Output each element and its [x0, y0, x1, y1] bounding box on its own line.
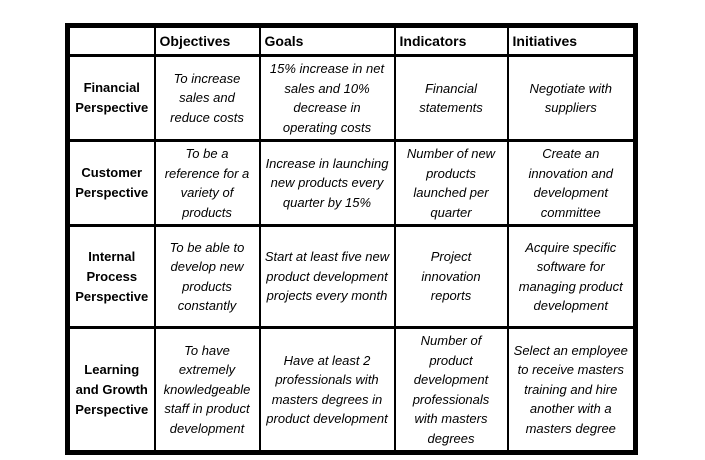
table-cell: To be a reference for a variety of produ… — [153, 139, 261, 227]
column-header-blank — [66, 24, 156, 57]
table-cell: Number of new products launched per quar… — [393, 139, 509, 227]
table-cell: Select an employee to receive masters tr… — [506, 326, 637, 454]
table-cell: Negotiate with suppliers — [506, 54, 637, 142]
table-cell: Project innovation reports — [393, 224, 509, 329]
scorecard-table: Objectives Goals Indicators Initiatives … — [65, 23, 638, 455]
table-cell: Increase in launching new products every… — [258, 139, 396, 227]
table-cell: Start at least five new product developm… — [258, 224, 396, 329]
table-cell: To have extremely knowledgeable staff in… — [153, 326, 261, 454]
column-header-objectives: Objectives — [153, 24, 261, 57]
row-label-learning-growth: Learning and Growth Perspective — [66, 326, 156, 454]
table-cell: To increase sales and reduce costs — [153, 54, 261, 142]
table-cell: Number of product development profession… — [393, 326, 509, 454]
table-row-customer: Customer Perspective To be a reference f… — [66, 139, 637, 227]
row-label-financial: Financial Perspective — [66, 54, 156, 142]
column-header-goals: Goals — [258, 24, 396, 57]
row-label-customer: Customer Perspective — [66, 139, 156, 227]
table-cell: Create an innovation and development com… — [506, 139, 637, 227]
column-header-initiatives: Initiatives — [506, 24, 637, 57]
table-cell: 15% increase in net sales and 10% decrea… — [258, 54, 396, 142]
table-cell: Financial statements — [393, 54, 509, 142]
table-cell: Have at least 2 professionals with maste… — [258, 326, 396, 454]
row-label-internal-process: Internal Process Perspective — [66, 224, 156, 329]
table-row-financial: Financial Perspective To increase sales … — [66, 54, 637, 142]
table-row-internal-process: Internal Process Perspective To be able … — [66, 224, 637, 329]
column-header-indicators: Indicators — [393, 24, 509, 57]
table-cell: Acquire specific software for managing p… — [506, 224, 637, 329]
table-header-row: Objectives Goals Indicators Initiatives — [66, 24, 637, 57]
table-cell: To be able to develop new products const… — [153, 224, 261, 329]
table-row-learning-growth: Learning and Growth Perspective To have … — [66, 326, 637, 454]
